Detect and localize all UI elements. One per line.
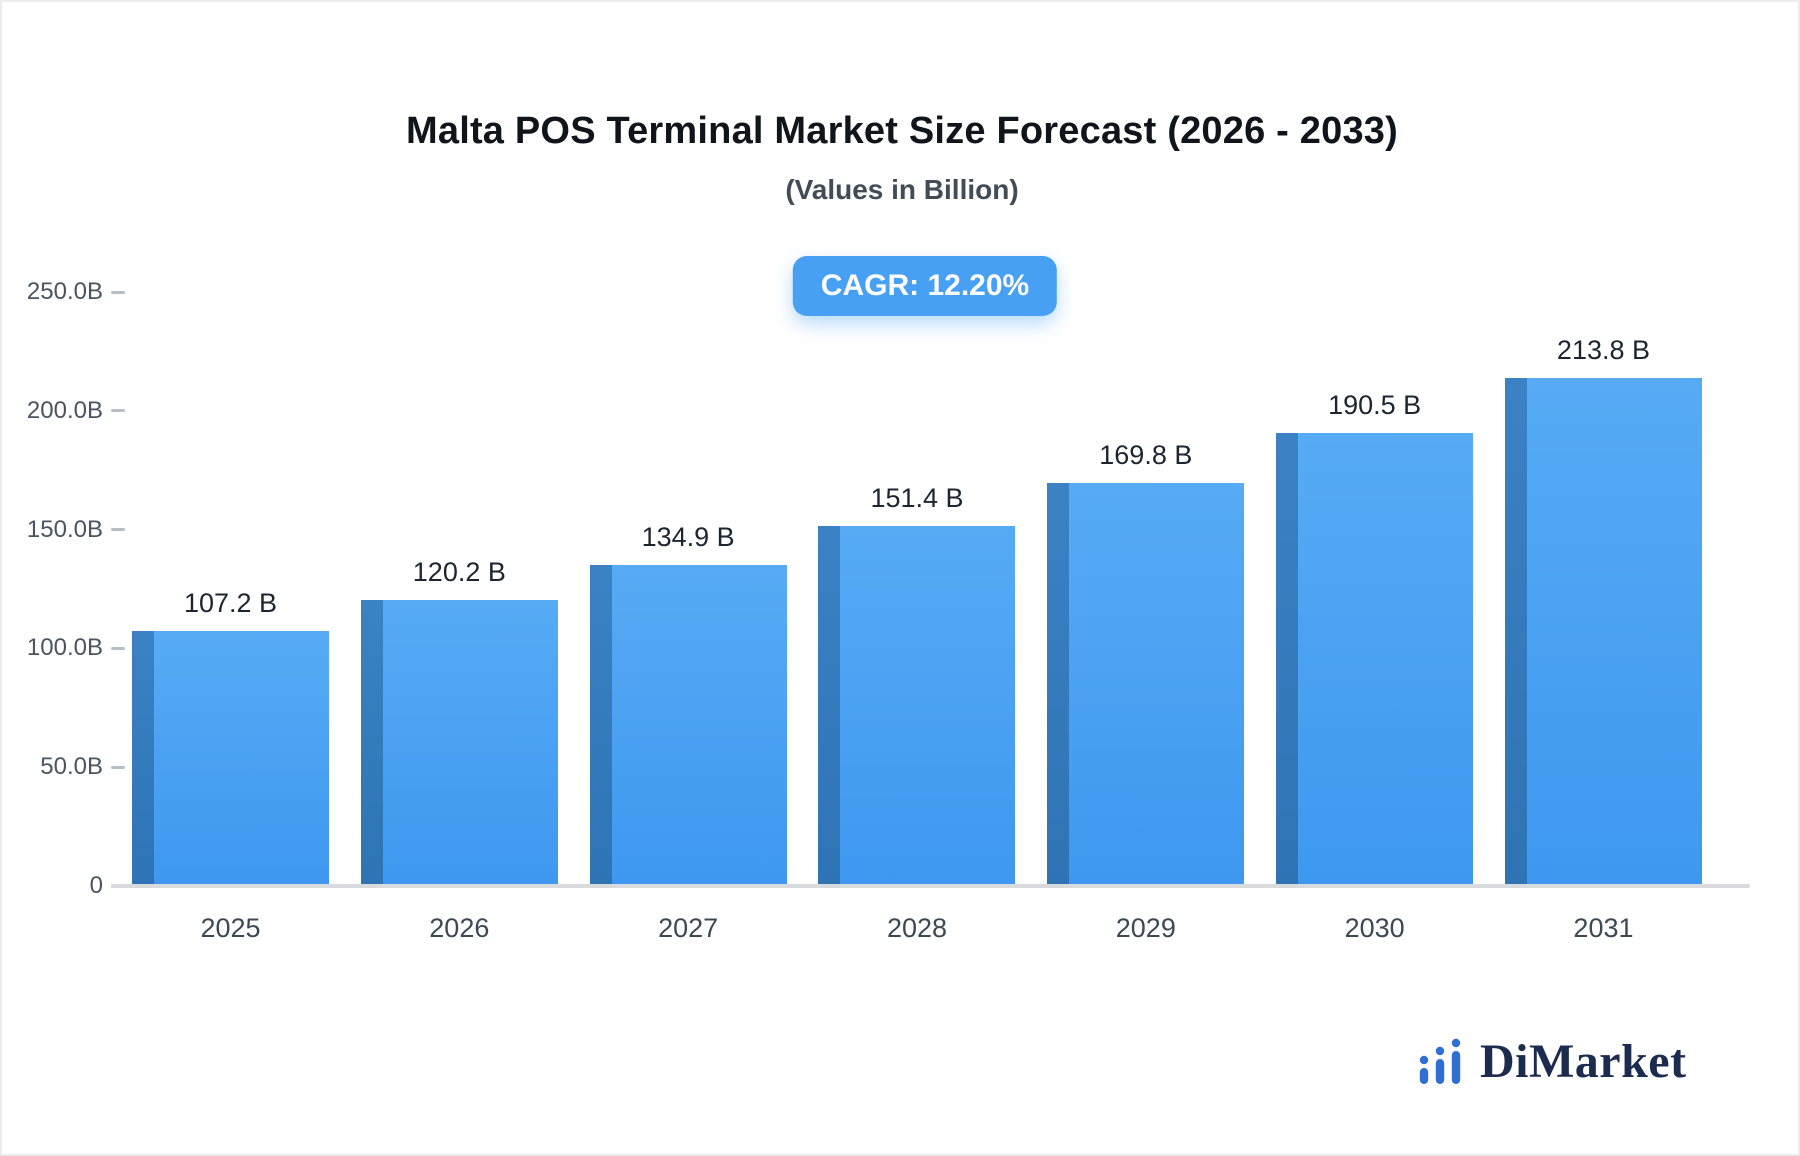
bar-front-face [840, 526, 1016, 886]
y-tick-mark [111, 765, 125, 769]
bar-value-label: 190.5 B [1328, 390, 1422, 421]
x-tick-label: 2028 [886, 913, 948, 943]
y-tick-label: 150.0B [26, 515, 103, 543]
bar-front-face [1526, 378, 1702, 886]
logo-text: DiMarket [1480, 1035, 1687, 1088]
bars: 107.2 B 2025 120.2 B 2026 134.9 B 2027 151.4 B… [132, 292, 1702, 943]
chart-subtitle: (Values in Billion) [785, 174, 1019, 205]
bar-front-face [611, 565, 787, 886]
y-axis: 0 50.0B 100.0B 150.0B 200.0B 250.0B [2, 278, 125, 899]
y-tick-label: 200.0B [26, 396, 103, 424]
x-tick-label: 2027 [658, 913, 719, 943]
chart-title: Malta POS Terminal Market Size Forecast … [406, 110, 1398, 152]
y-tick-label: 250.0B [26, 278, 103, 305]
bar-column-2025: 107.2 B 2025 [132, 588, 329, 943]
bar-column-2029: 169.8 B 2029 [1047, 439, 1245, 943]
x-tick-label: 2026 [429, 913, 490, 943]
bar-front-face [154, 631, 329, 886]
bar-column-2026: 120.2 B 2026 [360, 557, 558, 943]
bar-column-2031: 213.8 B 2031 [1504, 335, 1702, 943]
bar-value-label: 120.2 B [412, 557, 506, 588]
bar-2027 [589, 565, 787, 886]
bar-side-face [360, 600, 383, 886]
bar-2025 [132, 631, 329, 886]
cagr-badge: CAGR: 12.20% [792, 256, 1058, 316]
y-tick-mark [111, 409, 125, 413]
bar-2026 [360, 600, 558, 886]
bar-column-2030: 190.5 B 2030 [1276, 390, 1474, 943]
bar-2030 [1276, 433, 1474, 886]
y-tick-mark [111, 290, 125, 294]
x-tick-label: 2031 [1573, 913, 1634, 943]
bar-front-face [382, 600, 558, 886]
bar-value-label: 213.8 B [1556, 335, 1650, 366]
bar-side-face [1504, 378, 1527, 886]
bar-value-label: 134.9 B [641, 522, 735, 553]
bar-side-face [1047, 482, 1070, 886]
x-tick-label: 2030 [1344, 913, 1405, 943]
bar-side-face [589, 565, 612, 886]
bar-chart-logo-icon [1419, 1038, 1461, 1084]
bar-front-face [1298, 433, 1474, 886]
bar-2031 [1504, 378, 1702, 886]
y-tick-mark [111, 646, 125, 650]
x-axis-line [111, 884, 1750, 888]
bar-side-face [818, 526, 841, 886]
bar-2028 [818, 526, 1016, 886]
y-tick-label: 0 [89, 872, 103, 899]
x-tick-label: 2029 [1115, 913, 1176, 943]
dimarket-logo: DiMarket [1414, 1034, 1687, 1089]
bar-column-2028: 151.4 B 2028 [818, 483, 1016, 943]
bar-value-label: 151.4 B [870, 483, 964, 514]
bar-value-label: 169.8 B [1099, 439, 1193, 470]
x-tick-label: 2025 [200, 913, 261, 943]
bar-side-face [1276, 433, 1299, 886]
bar-column-2027: 134.9 B 2027 [589, 522, 787, 943]
bar-side-face [132, 631, 154, 886]
y-tick-label: 100.0B [26, 634, 103, 662]
y-tick-mark [111, 528, 125, 532]
bar-2029 [1047, 482, 1245, 886]
bar-value-label: 107.2 B [183, 588, 278, 619]
bar-front-face [1069, 482, 1245, 886]
y-tick-label: 50.0B [40, 753, 103, 781]
